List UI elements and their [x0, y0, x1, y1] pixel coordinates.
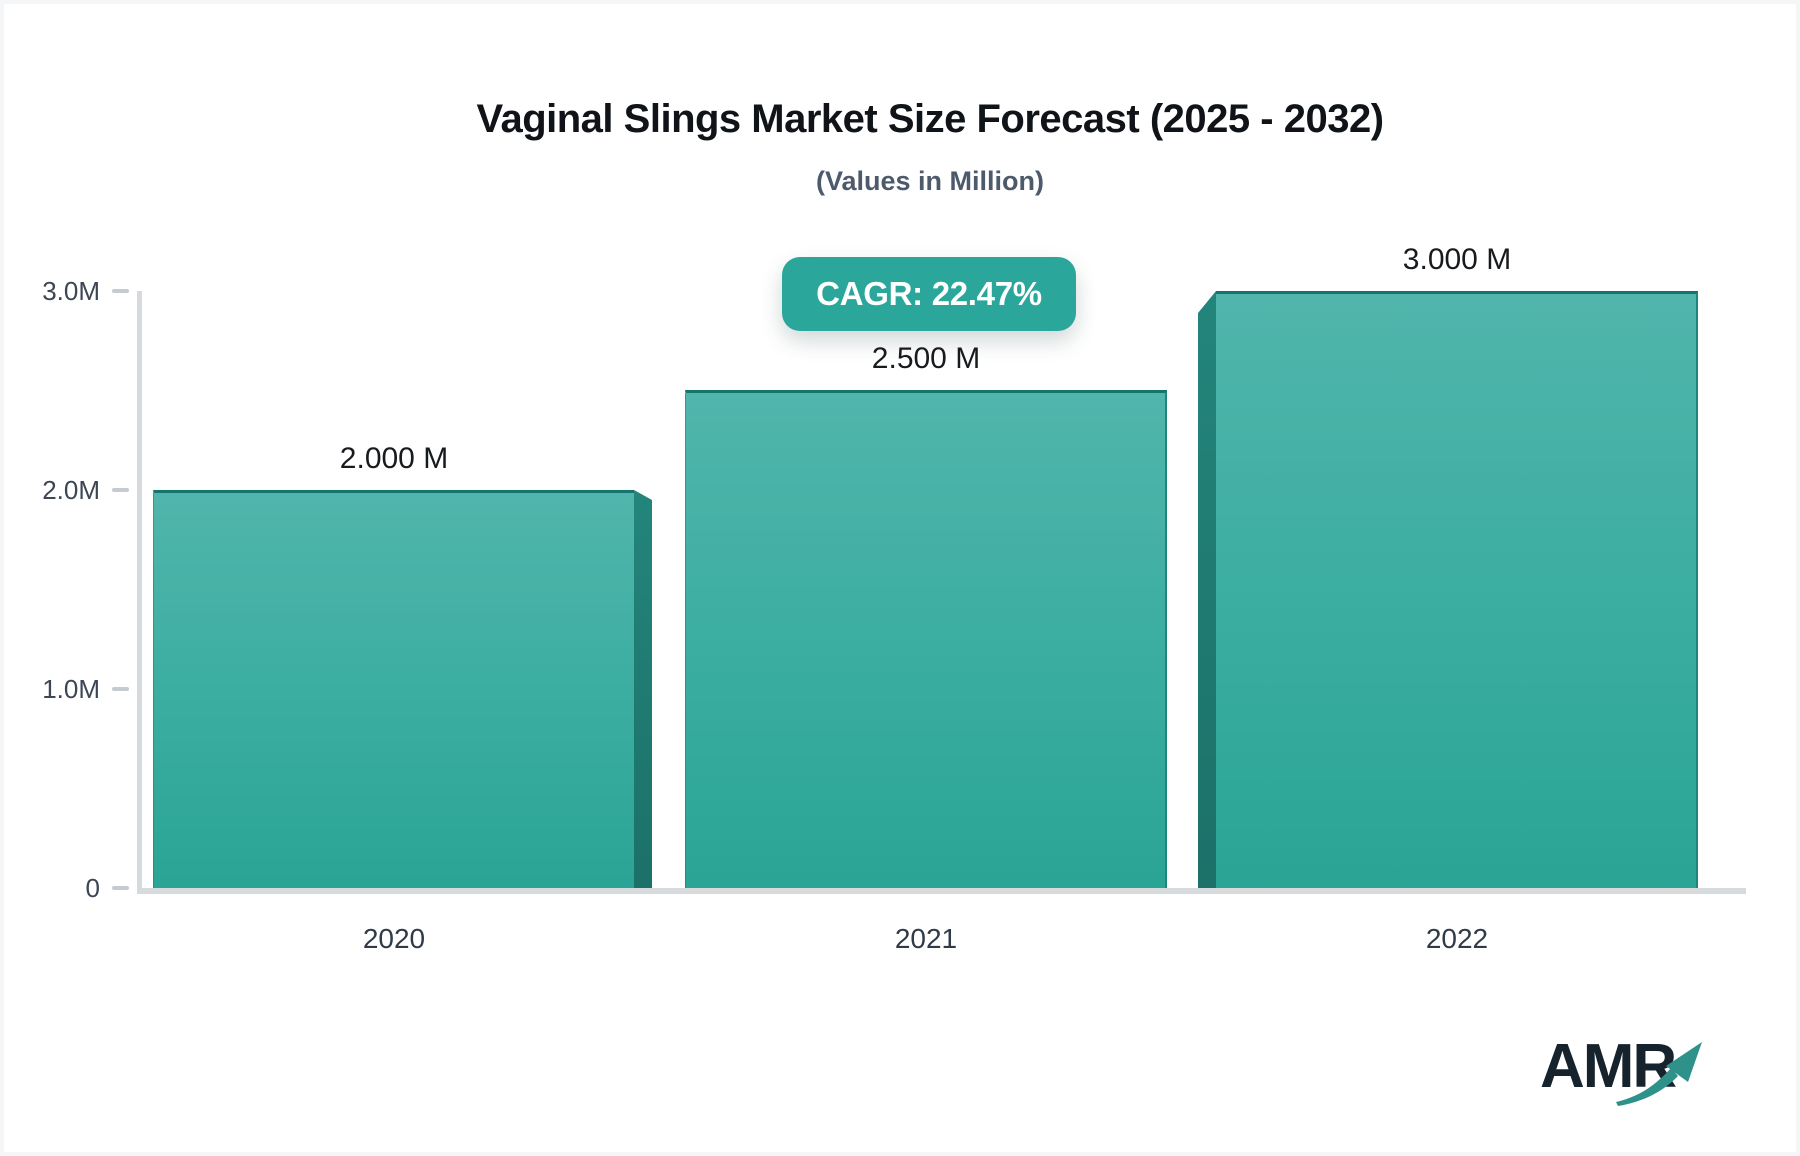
x-tick-label: 2021 — [894, 923, 958, 954]
x-axis-line — [137, 888, 1746, 894]
growth-arrow-icon — [1616, 1042, 1702, 1106]
y-axis-line — [137, 291, 142, 888]
x-tick-label: 2020 — [362, 923, 426, 954]
bar-value-label: 2.000 M — [339, 442, 449, 475]
y-tick-mark — [112, 488, 129, 492]
title-block: Vaginal Slings Market Size Forecast (202… — [54, 4, 1800, 197]
cagr-badge: CAGR: 22.47% — [782, 257, 1076, 331]
bar-2020 — [153, 490, 634, 888]
bar-2021 — [685, 390, 1167, 888]
y-tick-label: 0 — [85, 873, 100, 903]
bar-2022-side-face — [1198, 291, 1216, 888]
amr-logo: AMR — [1504, 1024, 1724, 1124]
chart-subtitle: (Values in Million) — [815, 166, 1045, 196]
y-tick-mark — [112, 886, 129, 890]
y-tick-mark — [112, 687, 129, 691]
y-tick-label: 1.0M — [42, 674, 100, 704]
chart-card: Vaginal Slings Market Size Forecast (202… — [4, 4, 1796, 1152]
chart-title: Vaginal Slings Market Size Forecast (202… — [476, 97, 1384, 141]
bar-2020-side-face — [634, 490, 652, 888]
bar-value-label: 3.000 M — [1402, 243, 1512, 276]
bar-2022 — [1216, 291, 1698, 888]
cagr-badge-label: CAGR: 22.47% — [816, 275, 1042, 312]
bar-value-label: 2.500 M — [871, 342, 981, 375]
y-tick-label: 2.0M — [42, 475, 100, 505]
y-tick-label: 3.0M — [42, 276, 100, 306]
x-tick-label: 2022 — [1425, 923, 1489, 954]
y-tick-mark — [112, 289, 129, 293]
